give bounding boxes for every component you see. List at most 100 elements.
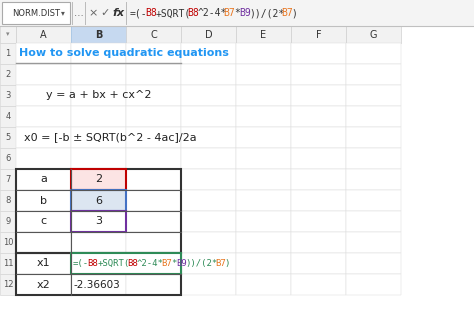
Bar: [16, 253, 181, 295]
Bar: [71, 190, 126, 211]
Bar: [71, 169, 126, 190]
Bar: [126, 274, 181, 295]
Bar: [126, 106, 181, 127]
Text: +SQRT(: +SQRT(: [98, 259, 130, 268]
Bar: [71, 85, 126, 106]
Text: 8: 8: [5, 196, 11, 205]
Text: 1: 1: [5, 49, 10, 58]
Bar: [346, 211, 401, 232]
Bar: [346, 85, 401, 106]
Text: B8: B8: [127, 259, 137, 268]
Bar: [236, 211, 291, 232]
Bar: [291, 148, 346, 169]
Text: 2: 2: [95, 175, 102, 184]
Bar: [126, 43, 181, 64]
Text: C: C: [150, 29, 157, 40]
Bar: [346, 253, 401, 274]
Text: How to solve quadratic equations: How to solve quadratic equations: [19, 49, 229, 59]
Bar: [16, 232, 71, 253]
Text: B7: B7: [215, 259, 226, 268]
Bar: [181, 43, 236, 64]
Bar: [181, 169, 236, 190]
Text: B8: B8: [88, 259, 99, 268]
Bar: [236, 106, 291, 127]
Bar: [71, 253, 126, 274]
Bar: [236, 190, 291, 211]
Bar: [126, 253, 181, 274]
Bar: [236, 253, 291, 274]
Bar: [126, 148, 181, 169]
Bar: [71, 211, 126, 232]
Bar: [16, 43, 71, 64]
Bar: [126, 64, 181, 85]
Text: 12: 12: [3, 280, 13, 289]
Bar: [181, 274, 236, 295]
Text: 6: 6: [95, 195, 102, 205]
Text: D: D: [205, 29, 212, 40]
Bar: [71, 274, 126, 295]
Text: A: A: [40, 29, 47, 40]
Bar: [346, 148, 401, 169]
Text: F: F: [316, 29, 321, 40]
Bar: [291, 211, 346, 232]
Bar: [181, 64, 236, 85]
Bar: [0, 64, 16, 85]
Bar: [126, 127, 181, 148]
Text: G: G: [370, 29, 377, 40]
Bar: [346, 106, 401, 127]
Text: 3: 3: [5, 91, 11, 100]
Bar: [2, 2, 70, 24]
Bar: [236, 26, 291, 43]
Bar: [181, 85, 236, 106]
Text: 3: 3: [95, 216, 102, 226]
Bar: [16, 26, 71, 43]
Text: fx: fx: [112, 8, 124, 18]
Text: x1: x1: [36, 259, 50, 269]
Bar: [346, 64, 401, 85]
Bar: [346, 26, 401, 43]
Bar: [16, 85, 71, 106]
Bar: [236, 64, 291, 85]
Bar: [291, 106, 346, 127]
Text: x0 = [-b ± SQRT(b^2 - 4ac]/2a: x0 = [-b ± SQRT(b^2 - 4ac]/2a: [24, 133, 197, 143]
Bar: [126, 85, 181, 106]
Text: ))/(2*: ))/(2*: [250, 8, 285, 18]
Bar: [291, 169, 346, 190]
Text: B7: B7: [224, 8, 236, 18]
Text: 5: 5: [5, 133, 10, 142]
Bar: [236, 169, 291, 190]
Bar: [181, 127, 236, 148]
Bar: [126, 211, 181, 232]
Bar: [346, 274, 401, 295]
Text: B7: B7: [161, 259, 172, 268]
Bar: [16, 190, 71, 211]
Bar: [236, 148, 291, 169]
Text: 11: 11: [3, 259, 13, 268]
Bar: [16, 127, 71, 148]
Bar: [291, 64, 346, 85]
Bar: [0, 211, 16, 232]
Text: ): ): [225, 259, 230, 268]
Bar: [291, 274, 346, 295]
Bar: [291, 232, 346, 253]
Bar: [126, 232, 181, 253]
Bar: [236, 232, 291, 253]
Bar: [291, 85, 346, 106]
Bar: [0, 274, 16, 295]
Text: x2: x2: [36, 280, 50, 290]
Bar: [0, 190, 16, 211]
Bar: [71, 26, 126, 43]
Bar: [16, 169, 181, 253]
Bar: [71, 43, 126, 64]
Bar: [71, 232, 126, 253]
Text: +SQRT(: +SQRT(: [156, 8, 191, 18]
Bar: [346, 190, 401, 211]
Bar: [291, 26, 346, 43]
Bar: [71, 253, 181, 274]
Text: …: …: [74, 8, 84, 18]
Bar: [126, 190, 181, 211]
Bar: [16, 148, 71, 169]
Text: b: b: [40, 195, 47, 205]
Bar: [236, 85, 291, 106]
Bar: [346, 43, 401, 64]
